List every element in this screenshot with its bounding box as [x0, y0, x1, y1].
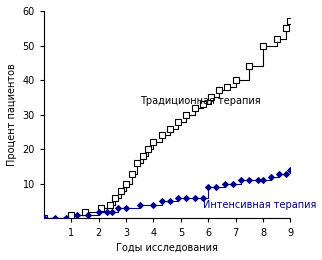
Y-axis label: Процент пациентов: Процент пациентов — [7, 63, 17, 166]
Text: Интенсивная терапия: Интенсивная терапия — [203, 200, 316, 210]
Text: Традиционная терапия: Традиционная терапия — [140, 96, 260, 106]
X-axis label: Годы исследования: Годы исследования — [116, 243, 218, 253]
